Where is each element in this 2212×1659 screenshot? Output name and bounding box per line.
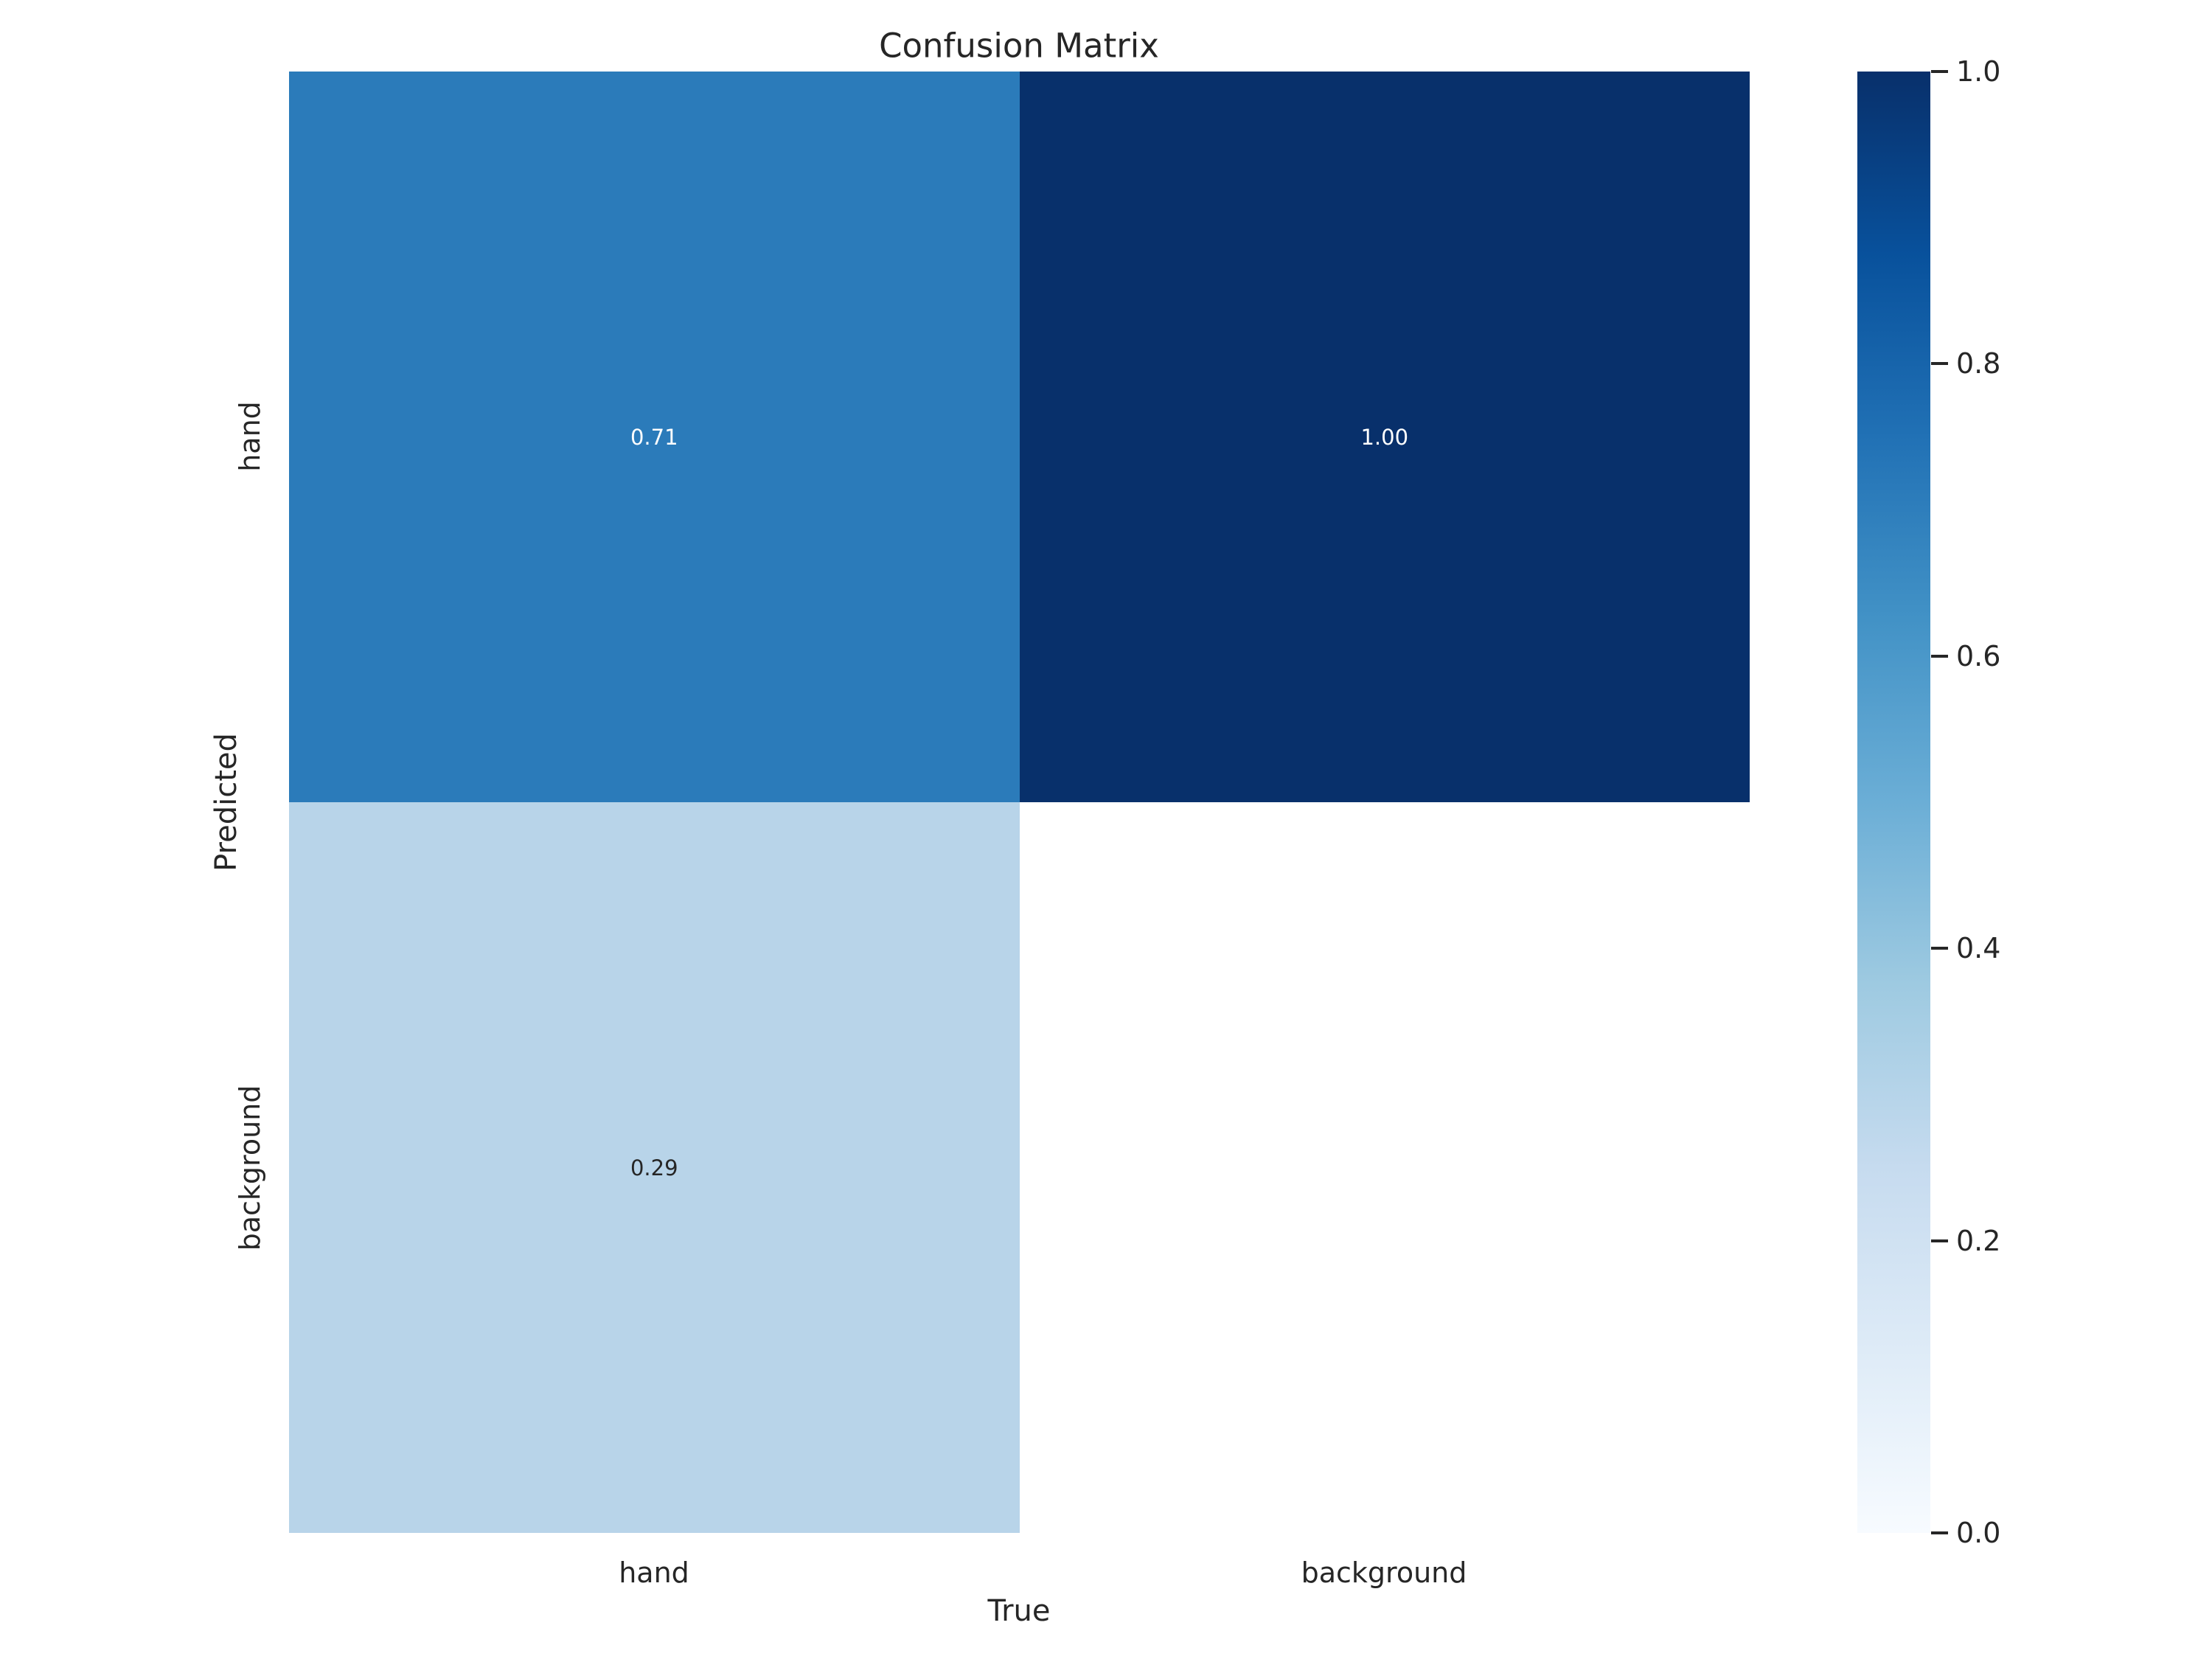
colorbar-tick-label-0.6: 0.6 xyxy=(1956,639,2001,672)
colorbar-tick-label-0.8: 0.8 xyxy=(1956,347,2001,380)
colorbar-tick-mark-0.8 xyxy=(1931,362,1948,366)
heatmap-cell-hand-hand: 0.71 xyxy=(289,72,1020,802)
chart-title: Confusion Matrix xyxy=(879,26,1159,66)
colorbar-tick-mark-0.6 xyxy=(1931,654,1948,658)
colorbar-tick-label-0.0: 0.0 xyxy=(1956,1517,2001,1549)
heatmap-cell-background-hand: 0.29 xyxy=(289,802,1020,1533)
y-tick-background: background xyxy=(234,1085,266,1251)
cell-value-hand-background: 1.00 xyxy=(1360,424,1409,450)
x-tick-hand: hand xyxy=(619,1557,689,1589)
heatmap-cell-background-background xyxy=(1019,802,1750,1533)
colorbar-tick-mark-0.4 xyxy=(1931,947,1948,950)
y-tick-hand: hand xyxy=(234,401,266,472)
cell-value-hand-hand: 0.71 xyxy=(630,424,678,450)
heatmap-cell-hand-background: 1.00 xyxy=(1019,72,1750,802)
y-axis-label: Predicted xyxy=(209,733,243,872)
colorbar-gradient xyxy=(1857,72,1930,1533)
colorbar-tick-mark-1.0 xyxy=(1931,70,1948,73)
colorbar-tick-label-1.0: 1.0 xyxy=(1956,55,2001,88)
colorbar-tick-mark-0.2 xyxy=(1931,1239,1948,1242)
x-tick-background: background xyxy=(1301,1557,1467,1589)
x-axis-label: True xyxy=(987,1594,1051,1628)
colorbar-tick-mark-0.0 xyxy=(1931,1531,1948,1534)
cell-value-background-hand: 0.29 xyxy=(630,1155,678,1180)
colorbar-tick-label-0.2: 0.2 xyxy=(1956,1224,2001,1257)
heatmap-grid: 0.71 1.00 0.29 xyxy=(289,72,1750,1533)
colorbar-tick-label-0.4: 0.4 xyxy=(1956,932,2001,965)
